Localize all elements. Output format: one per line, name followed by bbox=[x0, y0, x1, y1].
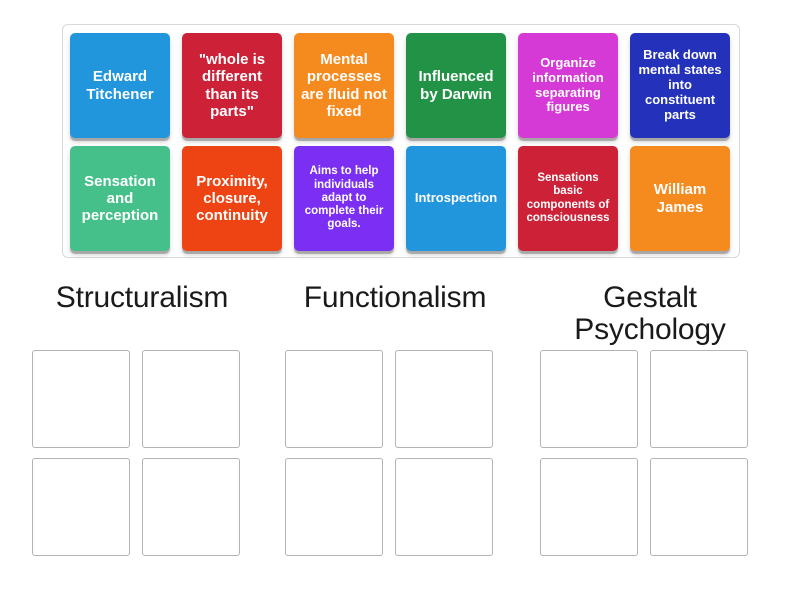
draggable-tile[interactable]: Organize information separating figures bbox=[518, 33, 618, 138]
tile-label: Sensation and perception bbox=[81, 172, 159, 225]
tile-label: Break down mental states into constituen… bbox=[638, 47, 722, 122]
draggable-tile[interactable]: Sensation and perception bbox=[70, 146, 170, 251]
tile-label: Influenced by Darwin bbox=[418, 68, 494, 103]
category-title: Functionalism bbox=[303, 281, 487, 314]
tile-label: William James bbox=[653, 181, 707, 216]
drop-slot[interactable] bbox=[32, 350, 130, 448]
category-column-structuralism: Structuralism bbox=[32, 281, 252, 556]
draggable-tile[interactable]: William James bbox=[630, 146, 730, 251]
category-dropzone-group bbox=[540, 350, 750, 556]
tile-label: Proximity, closure, continuity bbox=[196, 172, 268, 225]
draggable-tile[interactable]: Break down mental states into constituen… bbox=[630, 33, 730, 138]
draggable-tile[interactable]: Influenced by Darwin bbox=[406, 33, 506, 138]
drop-slot[interactable] bbox=[32, 458, 130, 556]
tile-label: Mental processes are fluid not fixed bbox=[301, 51, 387, 120]
tile-label: Aims to help individuals adapt to comple… bbox=[304, 165, 384, 231]
category-column-gestalt-psychology: Gestalt Psychology bbox=[540, 281, 760, 556]
category-dropzone-group bbox=[285, 350, 495, 556]
tile-bank-panel: Edward Titchener "whole is different tha… bbox=[62, 24, 740, 258]
tile-label: "whole is different than its parts" bbox=[198, 51, 266, 120]
draggable-tile[interactable]: Mental processes are fluid not fixed bbox=[294, 33, 394, 138]
category-dropzone-group bbox=[32, 350, 242, 556]
drop-slot[interactable] bbox=[650, 350, 748, 448]
drop-slot[interactable] bbox=[285, 458, 383, 556]
draggable-tile[interactable]: Edward Titchener bbox=[70, 33, 170, 138]
drop-slot[interactable] bbox=[142, 350, 240, 448]
category-title: Structuralism bbox=[55, 281, 229, 314]
tile-label: Edward Titchener bbox=[86, 68, 154, 103]
tile-bank-row-2: Sensation and perception Proximity, clos… bbox=[70, 146, 730, 251]
drop-slot[interactable] bbox=[650, 458, 748, 556]
draggable-tile[interactable]: Introspection bbox=[406, 146, 506, 251]
drop-slot[interactable] bbox=[142, 458, 240, 556]
drop-slot[interactable] bbox=[285, 350, 383, 448]
category-column-functionalism: Functionalism bbox=[285, 281, 505, 556]
drop-slot[interactable] bbox=[540, 350, 638, 448]
drop-slot[interactable] bbox=[395, 458, 493, 556]
draggable-tile[interactable]: "whole is different than its parts" bbox=[182, 33, 282, 138]
drop-slot[interactable] bbox=[395, 350, 493, 448]
draggable-tile[interactable]: Proximity, closure, continuity bbox=[182, 146, 282, 251]
drop-slot[interactable] bbox=[540, 458, 638, 556]
tile-label: Sensations basic components of conscious… bbox=[526, 172, 610, 224]
tile-label: Introspection bbox=[414, 190, 498, 206]
draggable-tile[interactable]: Aims to help individuals adapt to comple… bbox=[294, 146, 394, 251]
tile-label: Organize information separating figures bbox=[532, 54, 604, 115]
draggable-tile[interactable]: Sensations basic components of conscious… bbox=[518, 146, 618, 251]
category-title: Gestalt Psychology bbox=[574, 281, 726, 347]
tile-bank-row-1: Edward Titchener "whole is different tha… bbox=[70, 33, 730, 138]
